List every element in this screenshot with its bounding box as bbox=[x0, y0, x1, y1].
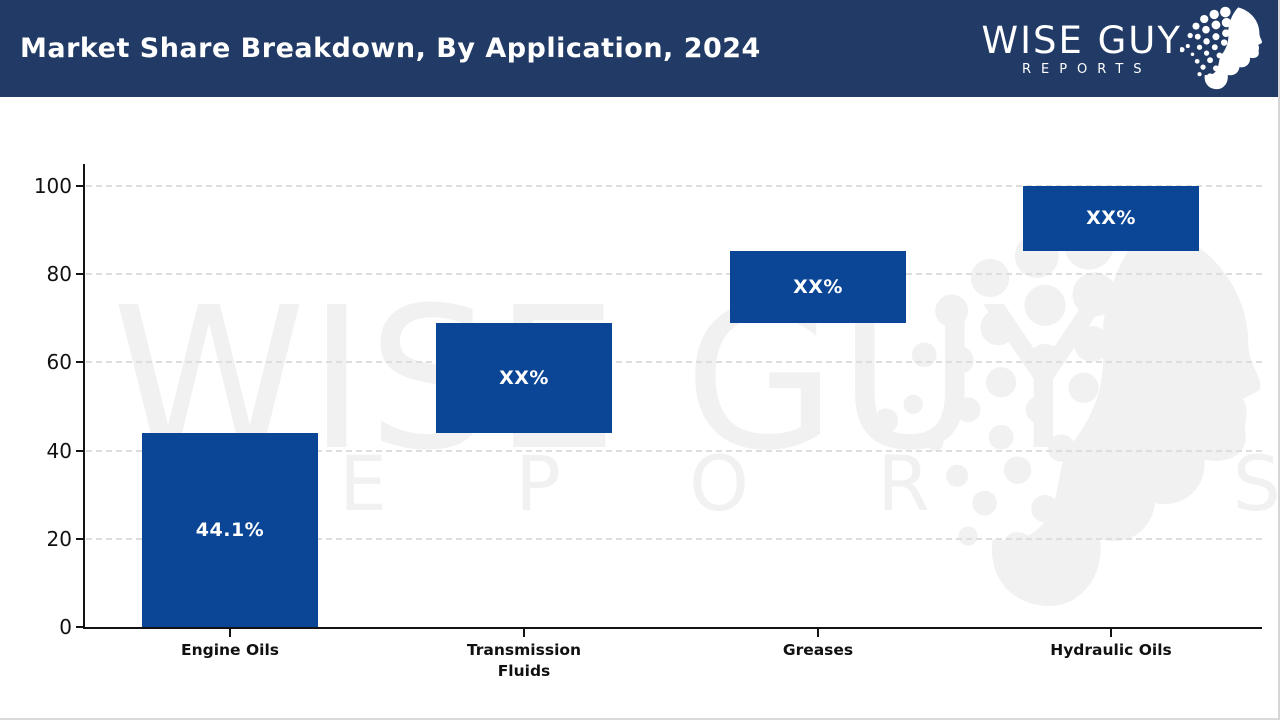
bar-value-label: XX% bbox=[499, 366, 549, 389]
report-header: Market Share Breakdown, By Application, … bbox=[0, 0, 1278, 97]
gridline-20 bbox=[86, 537, 1262, 540]
bar-greases: XX% bbox=[730, 250, 906, 323]
logo-subtitle: REPORTS bbox=[1021, 61, 1152, 77]
y-tick-label-40: 40 bbox=[46, 438, 72, 463]
y-tick-0 bbox=[76, 626, 84, 628]
gridline-40 bbox=[86, 449, 1262, 452]
x-axis-line bbox=[83, 627, 1262, 629]
gridline-100 bbox=[86, 185, 1262, 187]
y-tick-60 bbox=[76, 361, 84, 364]
y-axis-line bbox=[83, 164, 85, 629]
page-title: Market Share Breakdown, By Application, … bbox=[20, 33, 761, 64]
gridline-80 bbox=[86, 273, 1262, 276]
y-tick-100 bbox=[76, 185, 84, 187]
gridline-60 bbox=[86, 361, 1262, 364]
y-tick-label-0: 0 bbox=[59, 615, 72, 639]
x-tick-1 bbox=[523, 629, 525, 637]
logo-text: WISE GUY REPORTS bbox=[982, 22, 1182, 76]
dot-face-icon bbox=[1180, 6, 1262, 89]
bar-value-label: XX% bbox=[1086, 207, 1136, 230]
bar-value-label: 44.1% bbox=[195, 518, 265, 541]
bar-value-label: XX% bbox=[793, 275, 843, 298]
logo-wordmark: WISE GUY bbox=[981, 18, 1182, 62]
bar-transmission-fluids: XX% bbox=[436, 322, 612, 433]
x-tick-2 bbox=[817, 629, 819, 637]
x-category-label-0: Engine Oils bbox=[180, 641, 279, 659]
x-category-label-1: Transmission Fluids bbox=[466, 641, 582, 680]
y-tick-label-60: 60 bbox=[46, 350, 72, 375]
bar-hydraulic-oils: XX% bbox=[1023, 186, 1199, 251]
y-tick-40 bbox=[76, 449, 84, 452]
wise-guy-reports-logo: WISE GUY REPORTS bbox=[982, 5, 1278, 93]
y-tick-20 bbox=[76, 537, 84, 540]
x-tick-0 bbox=[229, 629, 231, 637]
x-category-label-2: Greases bbox=[782, 641, 854, 659]
y-tick-label-80: 80 bbox=[46, 262, 72, 287]
x-category-label-3: Hydraulic Oils bbox=[1050, 641, 1172, 659]
x-tick-3 bbox=[1110, 629, 1112, 637]
y-tick-label-20: 20 bbox=[46, 526, 72, 551]
y-tick-80 bbox=[76, 273, 84, 276]
bar-engine-oils: 44.1% bbox=[142, 432, 318, 627]
y-tick-label-100: 100 bbox=[33, 174, 72, 198]
